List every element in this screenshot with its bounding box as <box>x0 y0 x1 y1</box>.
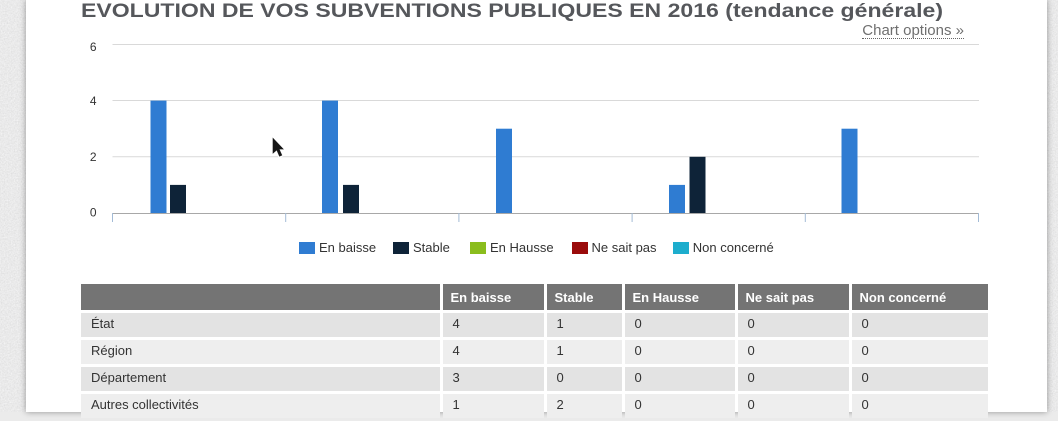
svg-text:0: 0 <box>90 205 97 219</box>
svg-text:2: 2 <box>90 150 97 164</box>
svg-text:6: 6 <box>90 40 97 54</box>
svg-text:4: 4 <box>90 94 97 108</box>
